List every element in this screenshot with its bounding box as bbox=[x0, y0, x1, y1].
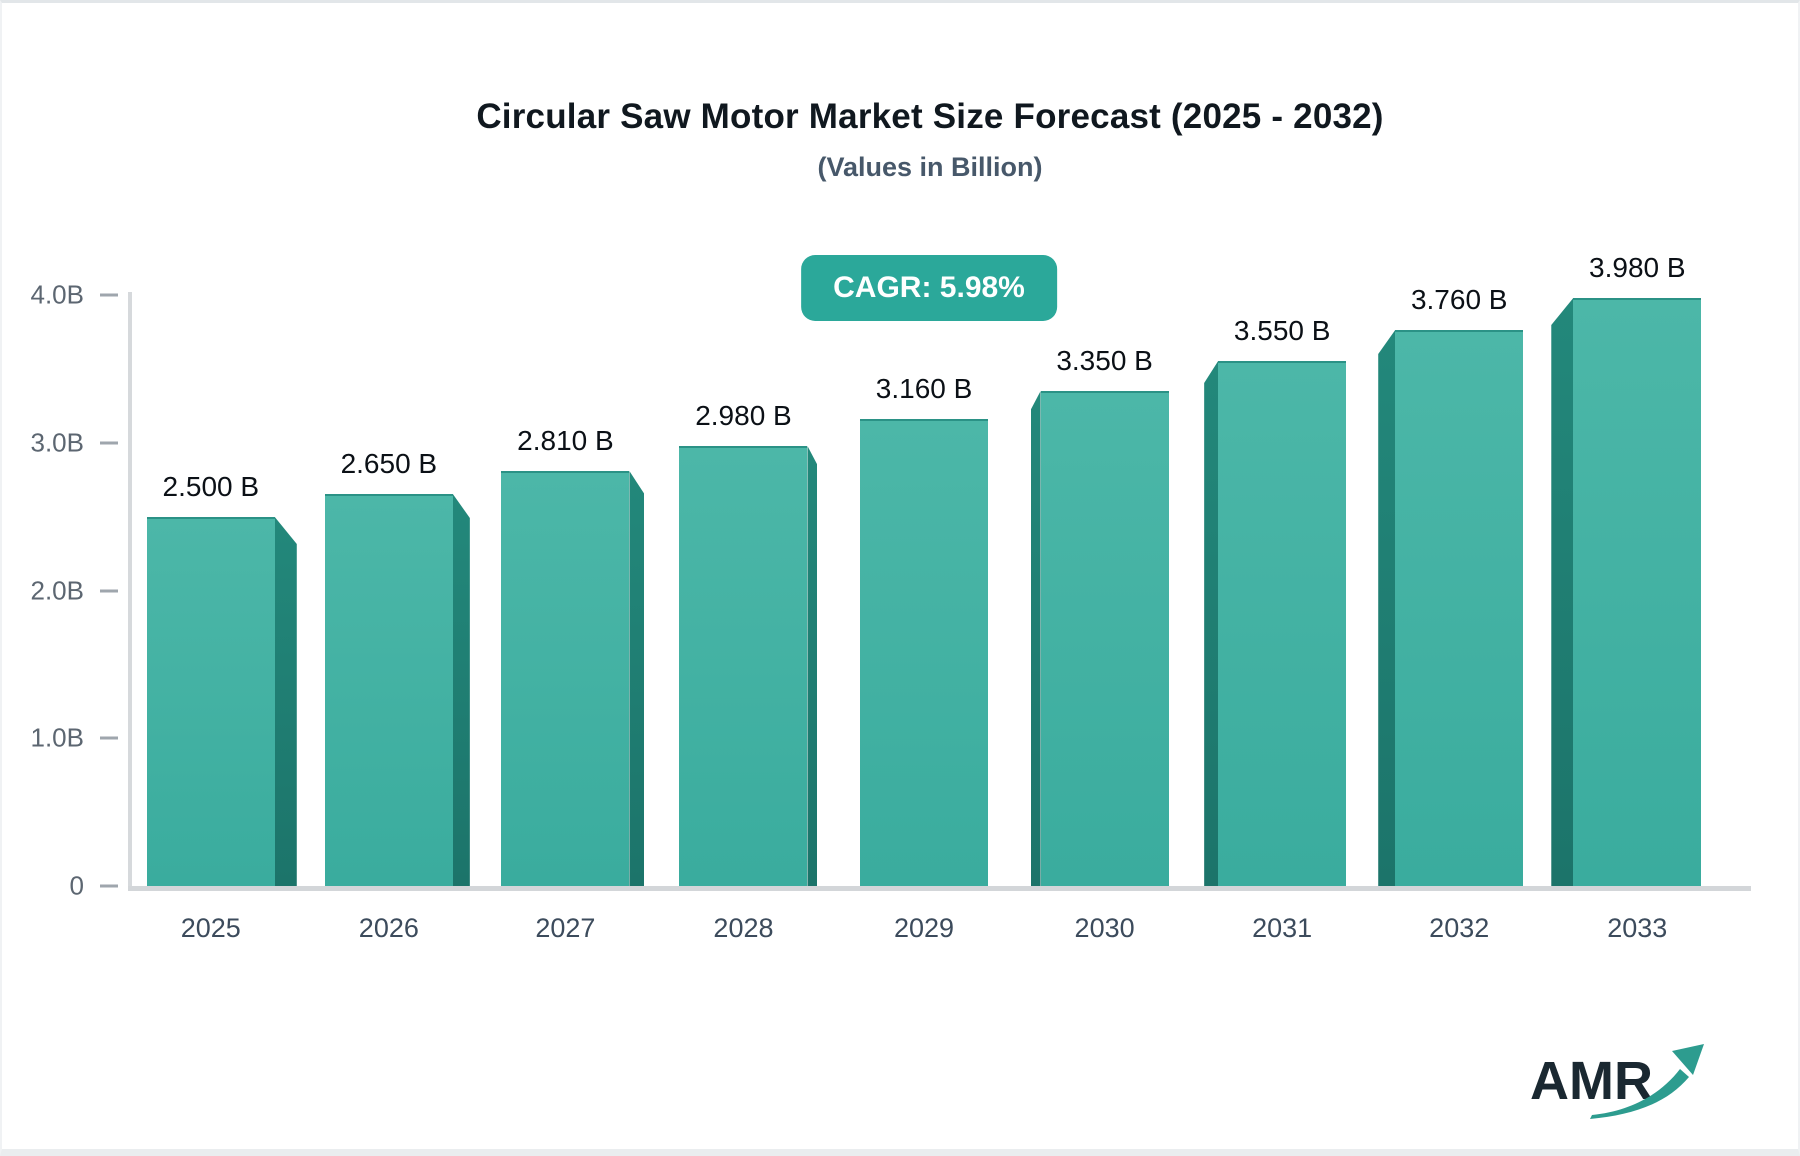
bar-face bbox=[1040, 391, 1169, 886]
bar-face bbox=[1573, 298, 1702, 886]
chart-subtitle: (Values in Billion) bbox=[817, 152, 1043, 182]
x-axis-label-2031: 2031 bbox=[1252, 913, 1313, 943]
y-tick-0: 0 bbox=[70, 871, 118, 902]
amr-logo-arrow-swoosh bbox=[1590, 1069, 1689, 1119]
bar-side-3d bbox=[1030, 391, 1041, 886]
bar-side-3d bbox=[452, 494, 470, 886]
bar-2027: 2.810 B 2027 bbox=[501, 425, 645, 943]
plot-area: 2.500 B 2025 2.650 B 2026 2.810 B 2027 2.980 B… bbox=[134, 252, 1715, 943]
bar-2029: 3.160 B 2029 bbox=[860, 373, 989, 943]
cagr-badge: CAGR: 5.98% bbox=[801, 255, 1057, 321]
y-tick-2.0B: 2.0B bbox=[30, 575, 118, 606]
bar-2032: 3.760 B 2032 bbox=[1378, 284, 1524, 943]
bar-value-label: 2.980 B bbox=[695, 400, 792, 431]
bar-slot-2025: 2.500 B 2025 bbox=[134, 295, 310, 943]
chart-title: Circular Saw Motor Market Size Forecast … bbox=[476, 97, 1384, 136]
bar-slot-2028: 2.980 B 2028 bbox=[661, 295, 837, 943]
bar-value-label: 3.760 B bbox=[1410, 284, 1508, 315]
bar-face bbox=[1218, 361, 1347, 886]
y-tick-dash bbox=[100, 736, 118, 740]
y-tick-label: 4.0B bbox=[30, 279, 85, 310]
y-tick-label: 1.0B bbox=[30, 722, 85, 753]
y-tick-dash bbox=[100, 884, 118, 888]
bar-slot-2031: 3.550 B 2031 bbox=[1187, 295, 1363, 943]
bar-face bbox=[679, 446, 808, 886]
bar-value-label: 3.980 B bbox=[1589, 252, 1686, 283]
bar-face bbox=[860, 419, 989, 886]
amr-logo-arrow-head bbox=[1672, 1044, 1704, 1075]
y-tick-dash bbox=[100, 293, 118, 297]
bar-side-3d bbox=[1551, 298, 1574, 886]
bar-face bbox=[1395, 330, 1524, 886]
bar-value-label: 3.550 B bbox=[1233, 315, 1331, 346]
bar-slot-2027: 2.810 B 2027 bbox=[485, 295, 661, 943]
y-tick-dash bbox=[100, 589, 118, 592]
y-tick-label: 3.0B bbox=[30, 427, 85, 458]
bar-slot-2033: 3.980 B 2033 bbox=[1539, 252, 1715, 943]
x-axis-label-2025: 2025 bbox=[180, 913, 241, 943]
bar-2033: 3.980 B 2033 bbox=[1551, 252, 1702, 943]
bar-2026: 2.650 B 2026 bbox=[324, 448, 470, 943]
bar-side-3d bbox=[274, 517, 297, 886]
y-tick-1.0B: 1.0B bbox=[30, 722, 118, 754]
y-tick-dash bbox=[100, 441, 118, 445]
y-tick-label: 2.0B bbox=[30, 575, 85, 605]
bar-value-label: 2.650 B bbox=[340, 448, 438, 479]
y-tick-label: 0 bbox=[69, 870, 84, 901]
y-axis-ticks: 0 1.0B 2.0B 3.0B 4.0B bbox=[2, 280, 128, 901]
x-axis-label-2027: 2027 bbox=[535, 913, 596, 943]
bar-2028: 2.980 B 2028 bbox=[679, 400, 818, 943]
bar-value-label: 3.350 B bbox=[1056, 345, 1153, 376]
bar-2030: 3.350 B 2030 bbox=[1030, 345, 1169, 943]
x-axis-label-2030: 2030 bbox=[1074, 913, 1135, 943]
amr-logo: AMR bbox=[1530, 1044, 1704, 1119]
bar-value-label: 2.500 B bbox=[162, 471, 260, 502]
x-axis-label-2033: 2033 bbox=[1607, 913, 1668, 943]
x-axis-line bbox=[128, 886, 1751, 891]
bar-side-3d bbox=[629, 471, 645, 886]
bar-2025: 2.500 B 2025 bbox=[146, 471, 297, 943]
bar-slot-2030: 3.350 B 2030 bbox=[1012, 295, 1188, 943]
amr-logo-text: AMR bbox=[1530, 1051, 1653, 1111]
bar-face bbox=[324, 494, 453, 886]
bar-value-label: 3.160 B bbox=[875, 373, 973, 404]
bar-slot-2029: 3.160 B 2029 bbox=[836, 295, 1012, 943]
bar-value-label: 2.810 B bbox=[517, 425, 614, 456]
bar-slot-2026: 2.650 B 2026 bbox=[310, 295, 486, 943]
y-tick-3.0B: 3.0B bbox=[30, 427, 118, 458]
bar-side-3d bbox=[807, 446, 818, 886]
x-axis-label-2026: 2026 bbox=[358, 913, 419, 943]
bar-slot-2032: 3.760 B 2032 bbox=[1363, 284, 1539, 943]
x-axis-label-2028: 2028 bbox=[713, 913, 774, 943]
x-axis-label-2029: 2029 bbox=[893, 913, 955, 943]
bar-2031: 3.550 B 2031 bbox=[1204, 315, 1347, 943]
bar-face bbox=[501, 471, 630, 886]
y-axis-line bbox=[128, 292, 132, 890]
bar-side-3d bbox=[1204, 361, 1219, 886]
x-axis-label-2032: 2032 bbox=[1429, 913, 1490, 943]
bar-face bbox=[146, 517, 275, 886]
bar-side-3d bbox=[1378, 330, 1396, 886]
y-tick-4.0B: 4.0B bbox=[30, 279, 118, 311]
